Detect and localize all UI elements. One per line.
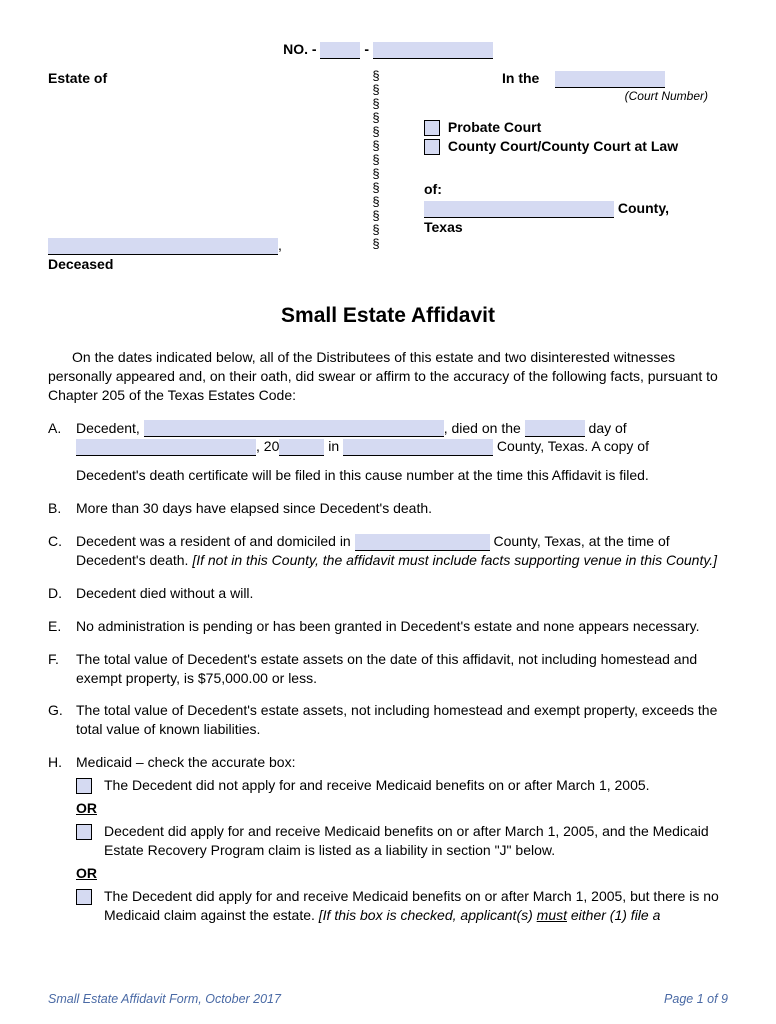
item-A-t5: in xyxy=(324,438,343,454)
deceased-name-field[interactable] xyxy=(48,238,278,255)
item-A-t2: , died on the xyxy=(444,420,525,436)
dash: - xyxy=(364,41,369,57)
item-B-body: More than 30 days have elapsed since Dec… xyxy=(76,499,728,518)
probate-court-checkbox[interactable] xyxy=(424,120,440,136)
item-H-body: Medicaid – check the accurate box: The D… xyxy=(76,753,728,928)
item-H-letter: H. xyxy=(48,753,76,928)
in-the-line: In the xyxy=(424,69,728,88)
death-county-field[interactable] xyxy=(343,439,493,456)
item-B-letter: B. xyxy=(48,499,76,518)
item-E-letter: E. xyxy=(48,617,76,636)
item-E-body: No administration is pending or has been… xyxy=(76,617,728,636)
or-1: OR xyxy=(76,799,728,818)
medicaid-opt1: The Decedent did not apply for and recei… xyxy=(76,776,728,795)
intro-paragraph: On the dates indicated below, all of the… xyxy=(48,348,728,405)
county-suffix: County, xyxy=(618,200,669,216)
item-A-t6: County, Texas. A copy of xyxy=(493,438,649,454)
medicaid-opt3: The Decedent did apply for and receive M… xyxy=(76,887,728,925)
deceased-line: , xyxy=(48,236,368,255)
item-H-head: Medicaid – check the accurate box: xyxy=(76,753,728,772)
case-no-field-2[interactable] xyxy=(373,42,493,59)
court-number-caption: (Court Number) xyxy=(424,88,728,104)
county-court-label: County Court/County Court at Law xyxy=(448,138,678,154)
probate-court-option: Probate Court xyxy=(424,118,728,137)
medicaid-opt3-checkbox[interactable] xyxy=(76,889,92,905)
item-A-letter: A. xyxy=(48,419,76,486)
county-line: County, xyxy=(424,199,728,218)
probate-court-label: Probate Court xyxy=(448,119,541,135)
item-F: F. The total value of Decedent's estate … xyxy=(48,650,728,688)
comma: , xyxy=(278,237,282,253)
medicaid-opt2: Decedent did apply for and receive Medic… xyxy=(76,822,728,860)
residence-county-field[interactable] xyxy=(355,534,490,551)
item-A-t4: , 20 xyxy=(256,438,279,454)
medicaid-opt2-checkbox[interactable] xyxy=(76,824,92,840)
form-page: NO. - - Estate of , Deceased §§§§§§§§§§§… xyxy=(0,0,776,952)
medicaid-opt1-checkbox[interactable] xyxy=(76,778,92,794)
deceased-label: Deceased xyxy=(48,255,368,274)
footer-right: Page 1 of 9 xyxy=(664,992,728,1006)
item-F-letter: F. xyxy=(48,650,76,688)
item-A-body: Decedent, , died on the day of , 20 in C… xyxy=(76,419,728,486)
item-A-t3: day of xyxy=(585,420,627,436)
opt3d: either (1) file a xyxy=(567,907,660,923)
death-day-field[interactable] xyxy=(525,420,585,437)
decedent-name-field[interactable] xyxy=(144,420,444,437)
item-C-italic: [If not in this County, the affidavit mu… xyxy=(192,552,717,568)
death-month-field[interactable] xyxy=(76,439,256,456)
item-G-letter: G. xyxy=(48,701,76,739)
item-C-t1: Decedent was a resident of and domiciled… xyxy=(76,533,355,549)
medicaid-opt2-text: Decedent did apply for and receive Medic… xyxy=(104,822,728,860)
item-C-letter: C. xyxy=(48,532,76,570)
death-year-field[interactable] xyxy=(279,439,324,456)
header-left: Estate of , Deceased xyxy=(48,69,368,274)
section-symbols: §§§§§§§§§§§§§ xyxy=(368,69,384,274)
item-C-body: Decedent was a resident of and domiciled… xyxy=(76,532,728,570)
item-C: C. Decedent was a resident of and domici… xyxy=(48,532,728,570)
header-block: Estate of , Deceased §§§§§§§§§§§§§ In th… xyxy=(48,69,728,274)
texas-label: Texas xyxy=(424,218,728,237)
item-F-body: The total value of Decedent's estate ass… xyxy=(76,650,728,688)
item-A: A. Decedent, , died on the day of , 20 i… xyxy=(48,419,728,486)
of-label: of: xyxy=(424,180,728,199)
header-right: In the (Court Number) Probate Court Coun… xyxy=(384,69,728,274)
county-court-option: County Court/County Court at Law xyxy=(424,137,728,156)
item-H: H. Medicaid – check the accurate box: Th… xyxy=(48,753,728,928)
item-D: D. Decedent died without a will. xyxy=(48,584,728,603)
case-no-field-1[interactable] xyxy=(320,42,360,59)
opt3b: [If this box is checked, applicant(s) xyxy=(319,907,537,923)
county-court-checkbox[interactable] xyxy=(424,139,440,155)
footer-left: Small Estate Affidavit Form, October 201… xyxy=(48,992,281,1006)
opt3c: must xyxy=(537,907,567,923)
estate-of-label: Estate of xyxy=(48,69,368,88)
item-E: E. No administration is pending or has b… xyxy=(48,617,728,636)
case-number-line: NO. - - xyxy=(48,40,728,59)
footer: Small Estate Affidavit Form, October 201… xyxy=(0,992,776,1024)
document-title: Small Estate Affidavit xyxy=(48,302,728,330)
item-A-t1: Decedent, xyxy=(76,420,144,436)
item-G: G. The total value of Decedent's estate … xyxy=(48,701,728,739)
item-A-t7: Decedent's death certificate will be fil… xyxy=(76,467,649,483)
medicaid-opt1-text: The Decedent did not apply for and recei… xyxy=(104,776,650,795)
item-B: B. More than 30 days have elapsed since … xyxy=(48,499,728,518)
item-G-body: The total value of Decedent's estate ass… xyxy=(76,701,728,739)
court-number-field[interactable] xyxy=(555,71,665,88)
county-name-field[interactable] xyxy=(424,201,614,218)
in-the-label: In the xyxy=(502,70,539,86)
item-D-body: Decedent died without a will. xyxy=(76,584,728,603)
no-label: NO. - xyxy=(283,41,316,57)
medicaid-opt3-text: The Decedent did apply for and receive M… xyxy=(104,887,728,925)
item-D-letter: D. xyxy=(48,584,76,603)
or-2: OR xyxy=(76,864,728,883)
